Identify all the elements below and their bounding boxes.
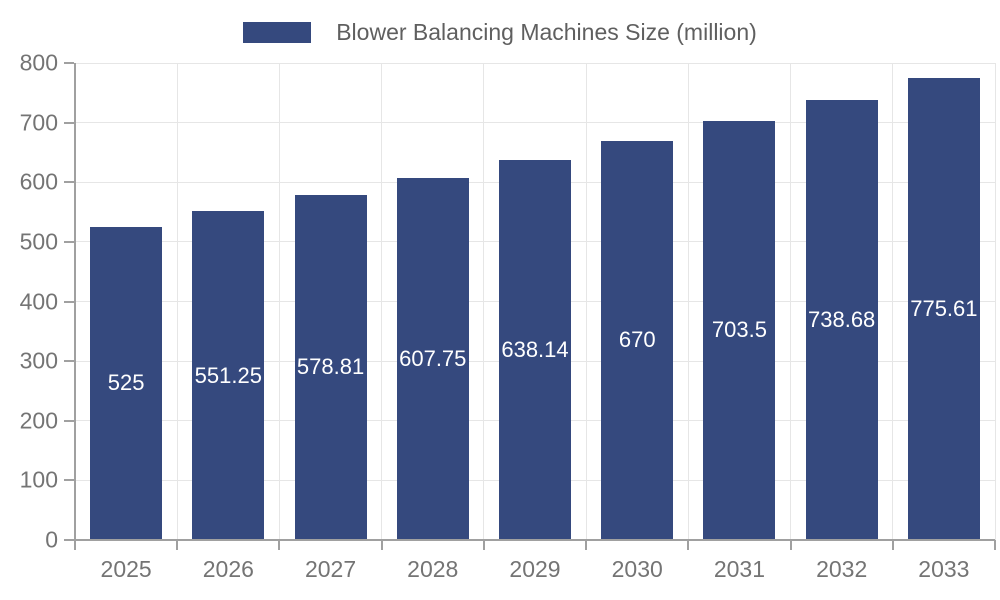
- v-gridline: [483, 63, 485, 540]
- x-tick-mark: [482, 540, 485, 550]
- y-tick-mark: [64, 240, 74, 243]
- x-tick-mark: [585, 540, 588, 550]
- y-tick-label: 0: [45, 526, 58, 553]
- v-gridline: [994, 63, 996, 540]
- x-tick-label: 2029: [509, 556, 561, 582]
- v-gridline: [176, 63, 178, 540]
- x-tick-label: 2031: [713, 556, 766, 582]
- legend-label: Blower Balancing Machines Size (million): [336, 18, 757, 45]
- bar-value-label: 578.81: [296, 354, 365, 380]
- y-tick-mark: [64, 539, 74, 541]
- bar-value-label: 670: [618, 327, 656, 353]
- v-gridline: [381, 63, 383, 540]
- bar[interactable]: 578.81: [294, 194, 367, 540]
- bar[interactable]: 738.68: [805, 99, 878, 540]
- y-tick-label: 700: [19, 109, 58, 136]
- x-tick-mark: [74, 540, 76, 550]
- bar-value-label: 551.25: [194, 362, 262, 388]
- y-tick-mark: [64, 121, 74, 124]
- bar-value-label: 638.14: [501, 336, 569, 362]
- v-gridline: [278, 63, 280, 540]
- bar[interactable]: 607.75: [396, 177, 469, 540]
- x-tick-label: 2026: [202, 556, 254, 582]
- bar[interactable]: 551.25: [192, 211, 265, 540]
- bar-value-label: 738.68: [808, 306, 876, 332]
- x-tick-label: 2032: [816, 556, 868, 582]
- y-tick-mark: [64, 479, 74, 482]
- y-axis-line: [74, 63, 76, 540]
- bar-value-label: 525: [107, 370, 145, 396]
- x-tick-mark: [891, 540, 894, 550]
- y-tick-mark: [64, 360, 74, 363]
- y-tick-mark: [64, 181, 74, 184]
- v-gridline: [585, 63, 587, 540]
- y-tick-label: 100: [19, 466, 58, 493]
- bar-value-label: 703.5: [711, 317, 767, 343]
- legend-item[interactable]: Blower Balancing Machines Size (million): [0, 19, 1000, 45]
- legend-swatch: [243, 21, 312, 43]
- x-tick-label: 2033: [918, 556, 970, 582]
- bar[interactable]: 703.5: [703, 120, 776, 540]
- x-tick-mark: [380, 540, 383, 550]
- h-gridline: [75, 122, 995, 124]
- x-tick-mark: [994, 540, 996, 550]
- bar-value-label: 775.61: [910, 295, 978, 321]
- x-tick-mark: [278, 540, 281, 550]
- x-tick-label: 2030: [611, 556, 663, 582]
- bar-value-label: 607.75: [399, 345, 467, 371]
- x-tick-label: 2027: [304, 556, 357, 582]
- x-tick-label: 2025: [100, 556, 152, 582]
- y-tick-label: 800: [19, 49, 58, 76]
- v-gridline: [892, 63, 894, 540]
- bar[interactable]: 775.61: [907, 77, 980, 540]
- bar[interactable]: 670: [601, 140, 674, 540]
- y-tick-label: 400: [19, 288, 58, 314]
- x-tick-mark: [176, 540, 179, 550]
- y-tick-mark: [64, 62, 74, 64]
- y-axis-labels: 0 100 200 300 400 500 600 700 800: [0, 50, 58, 553]
- bar[interactable]: 525: [90, 226, 163, 540]
- y-tick-mark: [64, 419, 74, 422]
- y-tick-label: 300: [19, 347, 58, 374]
- x-tick-mark: [789, 540, 792, 550]
- x-tick-label: 2028: [407, 556, 459, 582]
- y-tick-label: 600: [19, 168, 58, 195]
- x-axis-labels: 2025 2026 2027 2028 2029 2030 2031 2032 2033: [75, 540, 995, 600]
- h-gridline: [75, 62, 995, 64]
- x-axis-line: [74, 539, 995, 541]
- plot-area: 525 551.25 578.81 607.75 638.14 670 703.5 738.6…: [64, 62, 996, 550]
- x-tick-mark: [687, 540, 690, 550]
- y-tick-mark: [64, 300, 74, 303]
- v-gridline: [790, 63, 792, 540]
- bar[interactable]: 638.14: [499, 159, 571, 540]
- y-tick-label: 500: [19, 228, 58, 255]
- v-gridline: [687, 63, 689, 540]
- y-tick-label: 200: [19, 407, 58, 434]
